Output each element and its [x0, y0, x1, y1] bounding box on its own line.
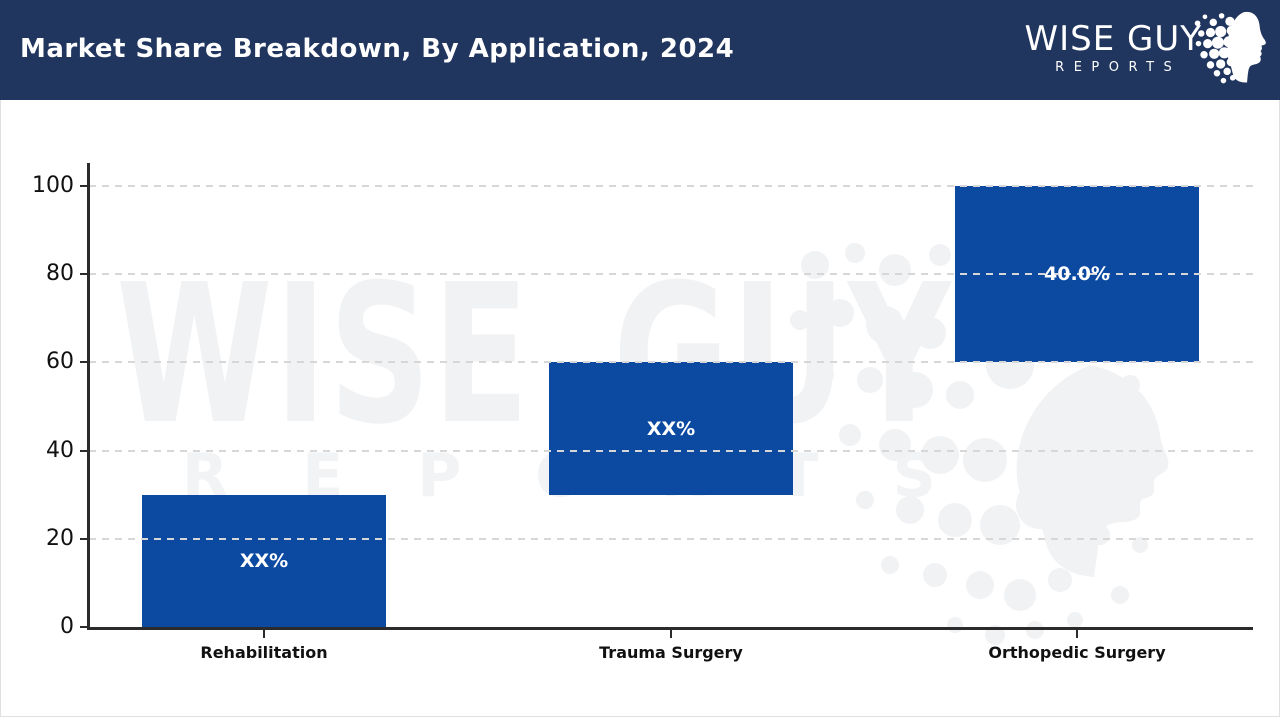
chart-title: Market Share Breakdown, By Application, …: [20, 33, 735, 64]
y-tick-label-80: 80: [46, 261, 74, 287]
y-tick-label-20: 20: [46, 525, 74, 551]
x-tick-2: [670, 629, 672, 638]
header: Market Share Breakdown, By Application, …: [0, 0, 1280, 100]
logo-line2: REPORTS: [1055, 60, 1182, 75]
y-tick-40: [80, 449, 89, 452]
bar-value-label-1: XX%: [239, 549, 289, 572]
y-tick-0: [80, 626, 89, 628]
gridline-60: [89, 361, 1253, 364]
wiseguy-face-icon: [1194, 11, 1266, 84]
y-tick-label-40: 40: [46, 437, 74, 463]
x-tick-label-3: Orthopedic Surgery: [988, 643, 1166, 662]
gridline-40: [89, 449, 1253, 452]
watermark-text-line1: WISE GUY: [116, 244, 953, 467]
y-tick-60: [80, 361, 89, 364]
y-tick-20: [80, 537, 89, 540]
x-tick-3: [1076, 629, 1078, 638]
x-tick-label-1: Rehabilitation: [200, 643, 328, 662]
x-tick-1: [263, 629, 265, 638]
bar-rehabilitation: [142, 494, 386, 627]
y-tick-label-100: 100: [32, 173, 74, 198]
bar-value-label-3: 40.0%: [1044, 263, 1110, 286]
gridline-20: [89, 537, 1253, 540]
wiseguy-logo: WISE GUY REPORTS: [1018, 6, 1268, 94]
y-tick-label-60: 60: [46, 349, 74, 375]
plot-area: WISE GUY REPORTS: [0, 100, 1280, 720]
bar-value-label-2: XX%: [646, 417, 696, 440]
logo-wordmark: WISE GUY REPORTS: [1024, 22, 1202, 75]
gridline-100: [89, 185, 1253, 187]
gridline-80: [89, 273, 1253, 276]
y-tick-label-0: 0: [60, 614, 74, 639]
bar-trauma-surgery: [549, 362, 793, 495]
y-tick-80: [80, 273, 89, 276]
logo-line1: WISE GUY: [1024, 19, 1202, 59]
y-tick-100: [80, 185, 89, 187]
x-tick-label-2: Trauma Surgery: [599, 643, 743, 662]
x-axis-spine: [87, 627, 1253, 630]
y-axis-spine: [87, 163, 90, 630]
